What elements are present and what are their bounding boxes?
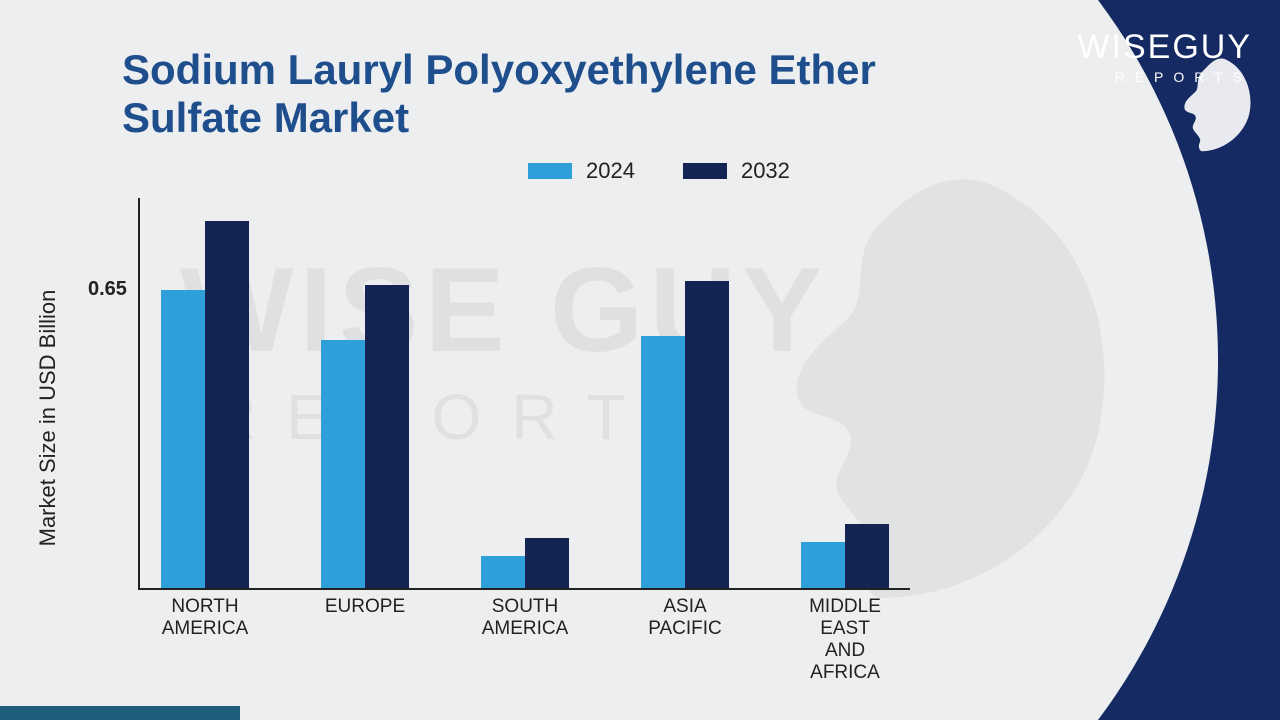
bar: [685, 281, 729, 588]
legend-item-2024: 2024: [528, 158, 635, 184]
plot-area: [140, 198, 910, 588]
legend-swatch-2024: [528, 163, 572, 179]
bar: [481, 556, 525, 588]
bar: [161, 290, 205, 588]
legend-label-2024: 2024: [586, 158, 635, 184]
footer-accent-bar: [0, 706, 240, 720]
category-label: NORTH AMERICA: [140, 596, 270, 640]
x-axis: [138, 588, 910, 590]
brand-logo: WISEGUY REPORTS: [1077, 28, 1252, 85]
bar: [525, 538, 569, 588]
bar: [365, 285, 409, 588]
category-label: SOUTH AMERICA: [460, 596, 590, 640]
stage: WISE GUY REPORTS WISEGUY REPORTS Sodium …: [0, 0, 1280, 720]
chart-title: Sodium Lauryl Polyoxyethylene Ether Sulf…: [122, 46, 902, 143]
y-tick-label: 0.65: [88, 278, 127, 301]
y-axis-label: Market Size in USD Billion: [35, 290, 61, 547]
category-label: ASIA PACIFIC: [620, 596, 750, 640]
bar: [845, 524, 889, 588]
bar: [801, 542, 845, 588]
legend-label-2032: 2032: [741, 158, 790, 184]
bar: [641, 336, 685, 588]
brand-head-icon: [1142, 50, 1262, 160]
category-label: MIDDLE EAST AND AFRICA: [780, 596, 910, 683]
bar: [205, 221, 249, 588]
legend: 2024 2032: [528, 158, 790, 184]
category-label: EUROPE: [300, 596, 430, 618]
legend-item-2032: 2032: [683, 158, 790, 184]
chart: 2024 2032 Market Size in USD Billion 0.6…: [48, 158, 948, 698]
bar: [321, 340, 365, 588]
legend-swatch-2032: [683, 163, 727, 179]
